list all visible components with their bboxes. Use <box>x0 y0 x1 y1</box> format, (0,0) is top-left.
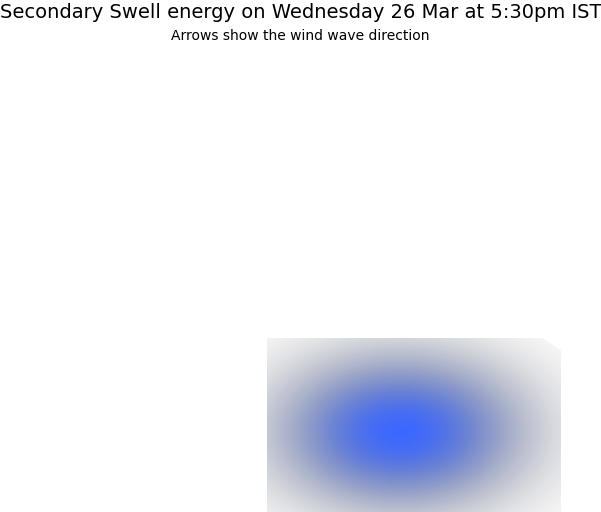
Text: Arrows show the wind wave direction: Arrows show the wind wave direction <box>171 29 430 43</box>
Text: Secondary Swell energy on Wednesday 26 Mar at 5:30pm IST: Secondary Swell energy on Wednesday 26 M… <box>0 4 601 23</box>
